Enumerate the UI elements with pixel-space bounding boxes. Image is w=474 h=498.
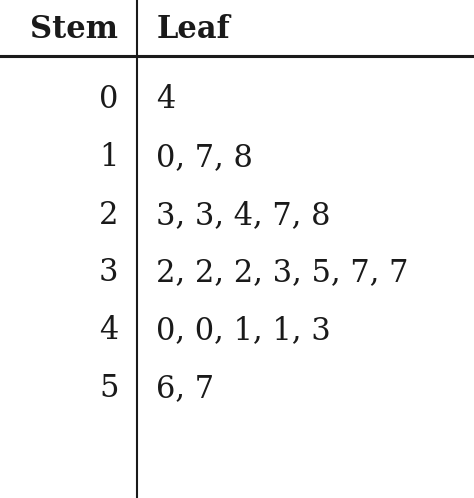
Text: 4: 4 (99, 315, 118, 346)
Text: 2: 2 (99, 200, 118, 231)
Text: 3: 3 (99, 257, 118, 288)
Text: 0: 0 (99, 84, 118, 115)
Text: 0, 7, 8: 0, 7, 8 (156, 142, 253, 173)
Text: 3, 3, 4, 7, 8: 3, 3, 4, 7, 8 (156, 200, 331, 231)
Text: 4: 4 (156, 84, 176, 115)
Text: 2, 2, 2, 3, 5, 7, 7: 2, 2, 2, 3, 5, 7, 7 (156, 257, 409, 288)
Text: Leaf: Leaf (156, 14, 230, 45)
Text: 5: 5 (99, 373, 118, 404)
Text: 0, 0, 1, 1, 3: 0, 0, 1, 1, 3 (156, 315, 331, 346)
Text: Stem: Stem (30, 14, 118, 45)
Text: 1: 1 (99, 142, 118, 173)
Text: 6, 7: 6, 7 (156, 373, 215, 404)
